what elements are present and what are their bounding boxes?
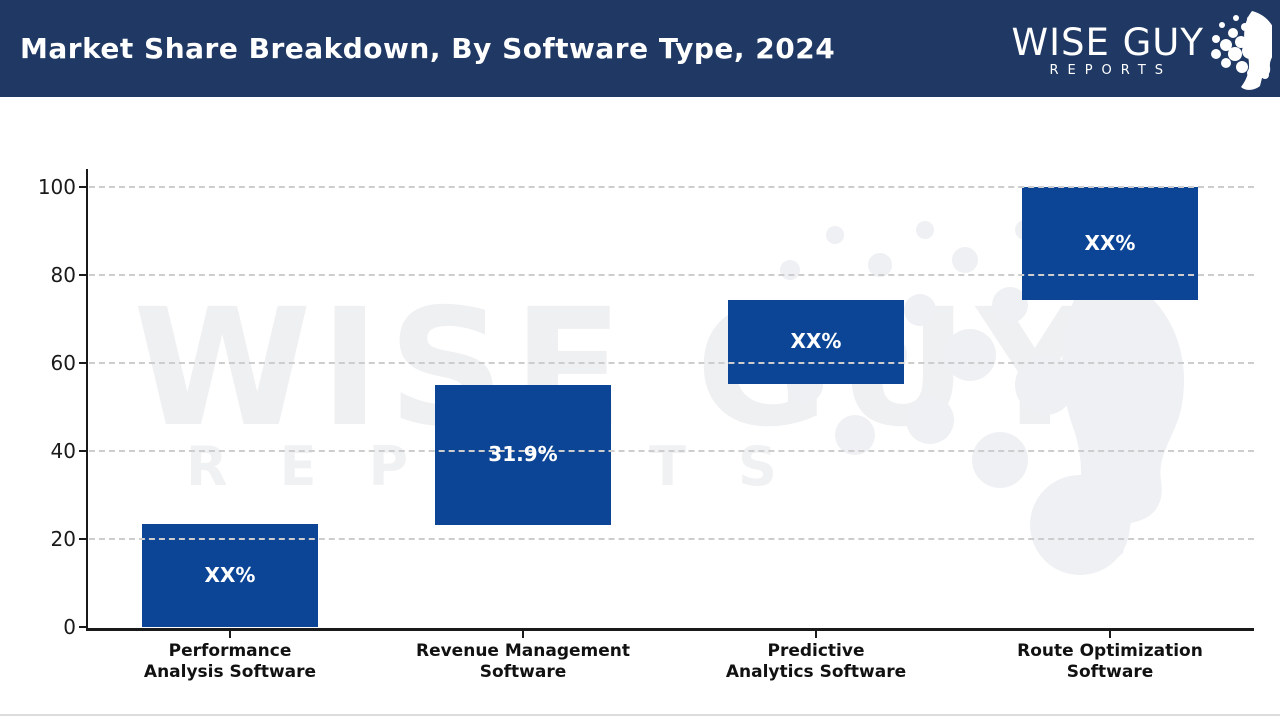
bar-value-label: XX% <box>204 562 256 587</box>
grid-line <box>89 450 1254 452</box>
x-tick-mark <box>815 631 817 638</box>
chart-title: Market Share Breakdown, By Software Type… <box>20 32 836 65</box>
y-tick-mark <box>79 626 86 628</box>
y-tick-label: 40 <box>50 439 76 463</box>
x-category-label: Route Optimization Software <box>1017 641 1203 682</box>
y-tick-label: 80 <box>50 263 76 287</box>
y-tick-label: 0 <box>63 615 76 639</box>
bar <box>142 524 318 627</box>
y-tick-label: 100 <box>37 175 76 199</box>
bar <box>435 384 611 525</box>
y-tick-label: 60 <box>50 351 76 375</box>
y-tick-mark <box>79 274 86 276</box>
brand-logo: WISE GUY REPORTS <box>1004 8 1272 92</box>
face-profile-icon <box>1211 11 1272 90</box>
grid-line <box>89 538 1254 540</box>
x-tick-mark <box>1109 631 1111 638</box>
logo-wordmark: WISE GUY <box>1011 20 1204 64</box>
header: Market Share Breakdown, By Software Type… <box>0 0 1280 97</box>
logo-subtext: REPORTS <box>1049 62 1173 78</box>
x-category-label: Revenue Management Software <box>415 641 631 682</box>
plot-area: WISE GUY REPORTS 020406080100XX%31.9%XX%… <box>0 97 1280 716</box>
grid-line <box>89 274 1254 276</box>
logo-text: WISE GUY REPORTS <box>1012 24 1204 77</box>
y-tick-mark <box>79 186 86 188</box>
y-tick-mark <box>79 538 86 540</box>
bar-value-label: XX% <box>1084 230 1136 255</box>
x-tick-mark <box>229 631 231 638</box>
x-axis-line <box>86 628 1254 631</box>
y-tick-label: 20 <box>50 527 76 551</box>
bar <box>728 300 904 385</box>
y-tick-mark <box>79 450 86 452</box>
y-axis-line <box>86 169 88 630</box>
x-category-label: Performance Analysis Software <box>143 641 317 682</box>
bar-value-label: XX% <box>790 329 842 354</box>
bar <box>1022 187 1198 301</box>
bar-value-label: 31.9% <box>488 441 558 466</box>
grid-line <box>89 362 1254 364</box>
bottom-divider <box>0 714 1280 716</box>
y-tick-mark <box>79 362 86 364</box>
grid-line <box>89 186 1254 188</box>
x-tick-mark <box>522 631 524 638</box>
x-category-label: Predictive Analytics Software <box>725 641 907 682</box>
